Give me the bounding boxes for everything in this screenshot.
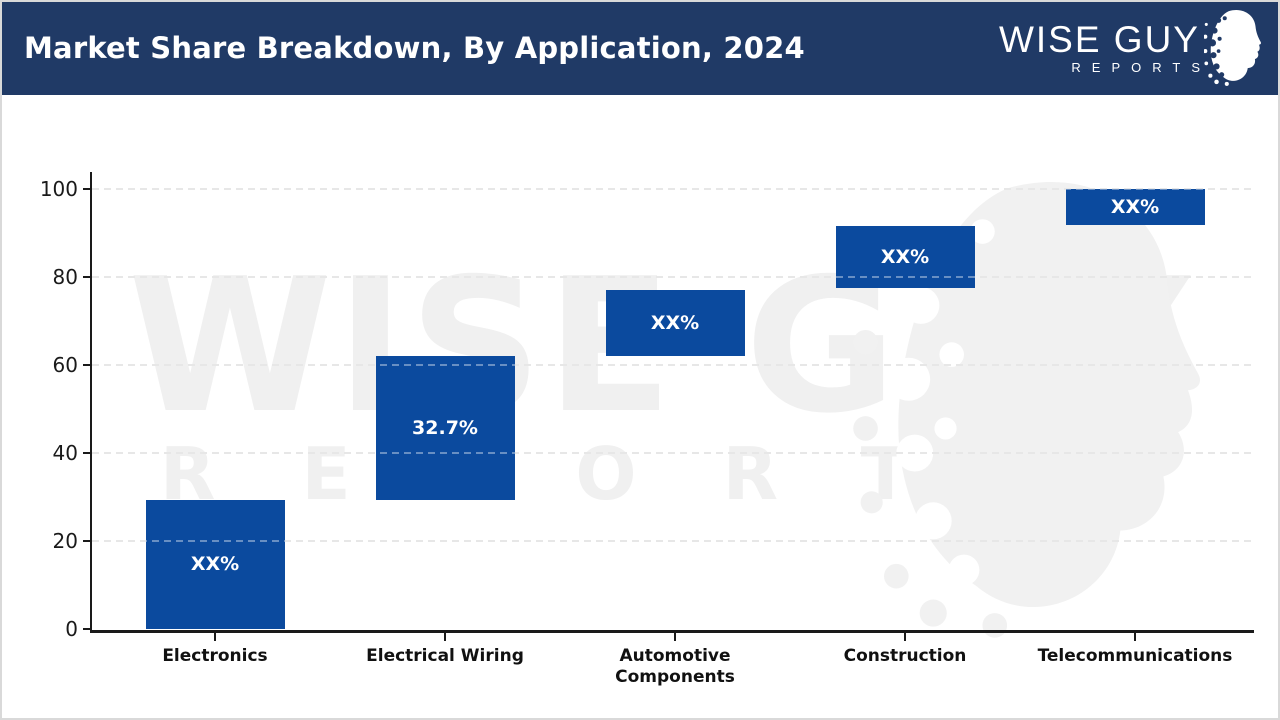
logo-subtitle: REPORTS — [1071, 59, 1211, 75]
y-tick-label-0: 0 — [65, 617, 78, 641]
x-tick-automotive-components — [674, 633, 676, 641]
x-tick-telecommunications — [1134, 633, 1136, 641]
bar-telecommunications: XX% — [1065, 189, 1205, 225]
bar-value-label-construction: XX% — [880, 245, 930, 268]
logo-wordmark: WISE GUY — [998, 18, 1200, 60]
y-tick-100 — [83, 188, 90, 190]
y-tick-20 — [83, 540, 90, 542]
x-tick-electronics — [214, 633, 216, 641]
bar-value-label-electronics: XX% — [190, 553, 240, 576]
y-tick-80 — [83, 276, 90, 278]
x-tick-electrical-wiring — [444, 633, 446, 641]
bar-value-label-automotive-components: XX% — [650, 311, 700, 334]
y-tick-40 — [83, 452, 90, 454]
bar-automotive-components: XX% — [605, 289, 745, 356]
bar-electronics: XX% — [145, 499, 285, 629]
wiseguy-logo: WISE GUY REPORTS — [999, 8, 1278, 88]
x-category-label-telecommunications: Telecommunications — [1037, 646, 1233, 666]
x-category-label-electrical-wiring: Electrical Wiring — [366, 646, 524, 666]
gridline-80 — [92, 276, 1254, 278]
y-tick-label-40: 40 — [52, 441, 78, 465]
y-tick-label-60: 60 — [52, 353, 78, 377]
bar-electrical-wiring: 32.7% — [375, 355, 515, 500]
bar-value-label-electrical-wiring: 32.7% — [412, 416, 478, 439]
gridline-overlay-80 — [92, 276, 1254, 278]
page-title: Market Share Breakdown, By Application, … — [24, 30, 805, 65]
gridline-20 — [92, 540, 1254, 542]
gridline-100 — [92, 188, 1254, 190]
x-category-label-construction: Construction — [843, 646, 967, 666]
y-tick-label-20: 20 — [52, 529, 78, 553]
gridline-60 — [92, 364, 1254, 366]
y-tick-label-80: 80 — [52, 265, 78, 289]
y-tick-0 — [83, 628, 90, 630]
y-tick-60 — [83, 364, 90, 366]
x-category-label-automotive-components: Automotive Components — [615, 646, 735, 688]
gridline-overlay-60 — [92, 364, 1254, 366]
plot-area: 0 20 40 60 80 100 XX% 32.7% XX% XX% XX% Electronics… — [40, 172, 1254, 687]
logo-face-icon — [1204, 9, 1261, 86]
bar-construction: XX% — [835, 225, 975, 288]
gridline-overlay-20 — [92, 540, 1254, 542]
gridline-40 — [92, 452, 1254, 454]
gridline-overlay-100 — [92, 188, 1254, 190]
logo-text: WISE GUY REPORTS — [999, 21, 1200, 75]
y-tick-label-100: 100 — [39, 177, 78, 201]
x-tick-construction — [904, 633, 906, 641]
gridline-overlay-40 — [92, 452, 1254, 454]
bar-value-label-telecommunications: XX% — [1110, 195, 1160, 218]
x-category-label-electronics: Electronics — [162, 646, 268, 666]
header: Market Share Breakdown, By Application, … — [2, 2, 1278, 95]
